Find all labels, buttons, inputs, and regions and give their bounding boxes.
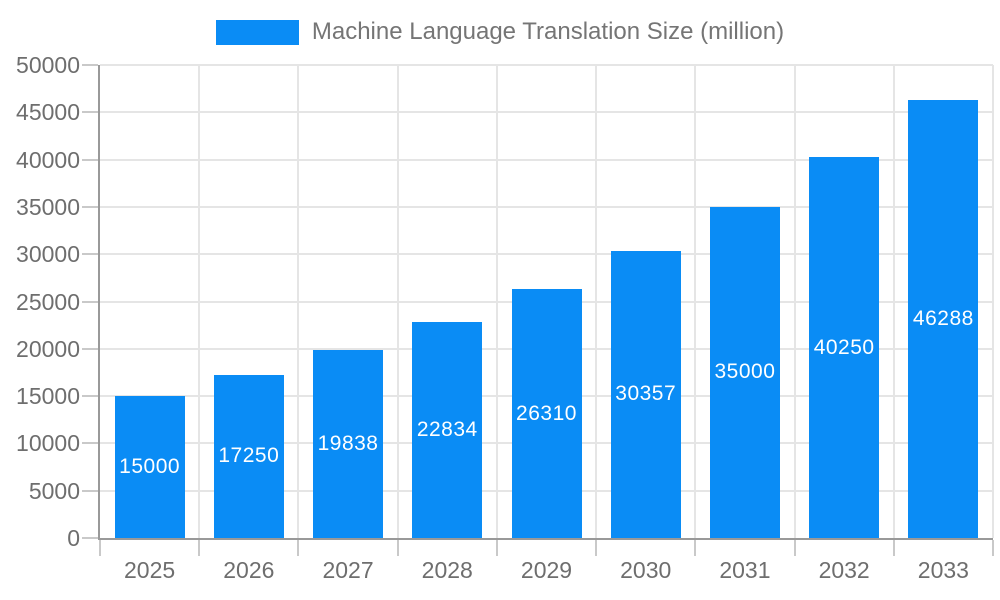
- x-axis-tick: [694, 540, 697, 556]
- y-axis-tick: [82, 64, 98, 66]
- gridline-horizontal: [100, 158, 993, 161]
- gridline-vertical: [595, 65, 598, 538]
- legend-label: Machine Language Translation Size (milli…: [311, 18, 785, 45]
- x-axis-tick: [595, 540, 598, 556]
- x-axis-tick: [992, 540, 994, 556]
- y-tick-label: 20000: [16, 335, 80, 362]
- bar-value-label: 35000: [714, 360, 776, 384]
- x-axis-tick: [198, 540, 201, 556]
- y-tick-label: 35000: [16, 193, 80, 220]
- bar-value-label: 30357: [615, 382, 677, 406]
- x-axis-tick: [99, 540, 101, 556]
- x-tick-label: 2032: [818, 557, 870, 583]
- bar-value-label: 22834: [416, 417, 478, 441]
- x-tick-label: 2025: [124, 557, 176, 583]
- bar-value-label: 26310: [516, 401, 577, 425]
- plot-area: 15000 17250 19838 22834 26310 30357 35000 40250…: [82, 64, 994, 556]
- y-axis-tick: [82, 253, 98, 256]
- x-tick-label: 2027: [322, 557, 374, 583]
- y-tick-label: 30000: [16, 241, 80, 268]
- bar[interactable]: 15000: [114, 396, 185, 538]
- gridline-horizontal: [100, 205, 993, 208]
- gridline-vertical: [892, 65, 895, 538]
- gridline-vertical: [694, 65, 697, 538]
- bar[interactable]: 40250: [809, 157, 880, 538]
- y-tick-label: 40000: [16, 146, 80, 173]
- bar-value-label: 17250: [218, 444, 280, 468]
- x-axis-tick: [396, 540, 399, 556]
- y-tick-label: 15000: [16, 383, 80, 410]
- gridline-horizontal: [100, 64, 993, 66]
- bar[interactable]: 35000: [709, 206, 780, 538]
- y-axis-tick: [82, 537, 98, 539]
- y-tick-label: 50000: [16, 52, 80, 78]
- bar-value-label: 40250: [813, 335, 875, 359]
- gridline-vertical: [198, 65, 201, 538]
- bar[interactable]: 19838: [313, 350, 384, 538]
- x-axis-tick: [495, 540, 498, 556]
- y-tick-label: 5000: [28, 477, 80, 504]
- x-tick-label: 2033: [917, 557, 969, 583]
- y-axis-tick: [82, 300, 98, 303]
- gridline-vertical: [793, 65, 796, 538]
- bar-value-label: 46288: [912, 307, 974, 331]
- x-tick-label: 2028: [421, 557, 473, 583]
- y-tick-label: 45000: [16, 99, 80, 126]
- x-tick-label: 2029: [520, 557, 573, 583]
- y-axis-tick: [82, 158, 98, 161]
- x-tick-label: 2030: [620, 557, 672, 583]
- x-axis-tick: [892, 540, 895, 556]
- y-axis-tick: [82, 442, 98, 445]
- bar-value-label: 19838: [317, 432, 379, 456]
- y-tick-label: 25000: [16, 288, 80, 315]
- gridline-vertical: [992, 65, 994, 538]
- bar[interactable]: 46288: [908, 100, 979, 538]
- x-tick-label: 2026: [223, 557, 275, 583]
- y-axis-tick: [82, 347, 98, 350]
- y-tick-label: 10000: [16, 430, 80, 457]
- y-tick-label: 0: [67, 525, 80, 551]
- bar[interactable]: 22834: [412, 321, 483, 538]
- bar[interactable]: 26310: [511, 289, 582, 538]
- bar-value-label: 15000: [119, 455, 181, 479]
- legend[interactable]: Machine Language Translation Size (milli…: [0, 16, 1000, 48]
- x-axis-tick: [297, 540, 300, 556]
- x-tick-label: 2031: [719, 557, 771, 583]
- bar[interactable]: 30357: [610, 250, 681, 538]
- gridline-vertical: [297, 65, 300, 538]
- x-axis-tick: [793, 540, 796, 556]
- legend-swatch: [215, 19, 299, 45]
- y-axis-tick: [82, 111, 98, 114]
- x-axis-line: [98, 538, 993, 540]
- y-axis-line: [98, 65, 100, 540]
- y-axis-tick: [82, 489, 98, 492]
- y-axis-tick: [82, 395, 98, 398]
- gridline-horizontal: [100, 253, 993, 256]
- y-axis-tick: [82, 205, 98, 208]
- gridline-vertical: [396, 65, 399, 538]
- bar[interactable]: 17250: [213, 374, 284, 538]
- gridline-vertical: [495, 65, 498, 538]
- gridline-horizontal: [100, 111, 993, 114]
